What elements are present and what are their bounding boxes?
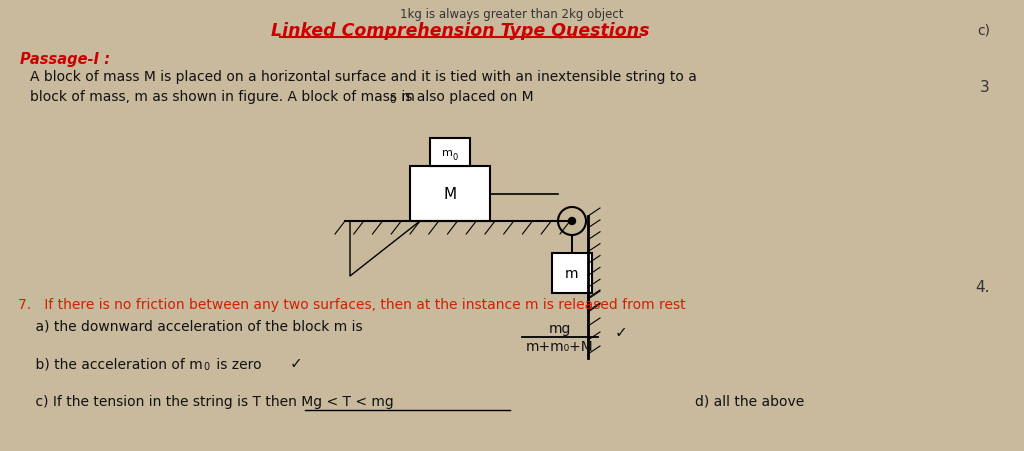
Text: block of mass, m as shown in figure. A block of mass m: block of mass, m as shown in figure. A b… xyxy=(30,90,415,104)
Text: a) the downward acceleration of the block m is: a) the downward acceleration of the bloc… xyxy=(18,319,362,333)
Text: M: M xyxy=(443,187,457,202)
Text: 7.   If there is no friction between any two surfaces, then at the instance m is: 7. If there is no friction between any t… xyxy=(18,297,686,311)
Text: ✓: ✓ xyxy=(290,355,303,370)
Bar xyxy=(410,166,490,221)
Text: b) the acceleration of m: b) the acceleration of m xyxy=(18,357,203,371)
Text: 1kg is always greater than 2kg object: 1kg is always greater than 2kg object xyxy=(400,8,624,21)
Text: ✓: ✓ xyxy=(615,324,628,339)
Circle shape xyxy=(558,207,586,235)
Bar xyxy=(552,253,592,293)
Polygon shape xyxy=(350,221,420,276)
Text: 4.: 4. xyxy=(976,279,990,295)
Text: 0: 0 xyxy=(453,152,458,161)
Text: 0: 0 xyxy=(389,95,395,105)
Text: Linked Comprehension Type Questions: Linked Comprehension Type Questions xyxy=(270,22,649,40)
Text: m+m₀+M: m+m₀+M xyxy=(526,339,594,353)
Bar xyxy=(430,139,470,166)
Circle shape xyxy=(568,218,575,225)
Text: d) all the above: d) all the above xyxy=(695,394,804,408)
Text: m: m xyxy=(565,267,579,281)
Text: c): c) xyxy=(977,24,990,38)
Text: Passage-I :: Passage-I : xyxy=(20,52,111,67)
Text: is also placed on M: is also placed on M xyxy=(397,90,534,104)
Text: m: m xyxy=(441,147,453,158)
Text: 3: 3 xyxy=(980,80,990,95)
Text: A block of mass M is placed on a horizontal surface and it is tied with an inext: A block of mass M is placed on a horizon… xyxy=(30,70,697,84)
Text: is zero: is zero xyxy=(212,357,261,371)
Text: mg: mg xyxy=(549,321,571,335)
Text: 0: 0 xyxy=(203,361,209,371)
Text: c) If the tension in the string is T then Mg < T < mg: c) If the tension in the string is T the… xyxy=(18,394,394,408)
